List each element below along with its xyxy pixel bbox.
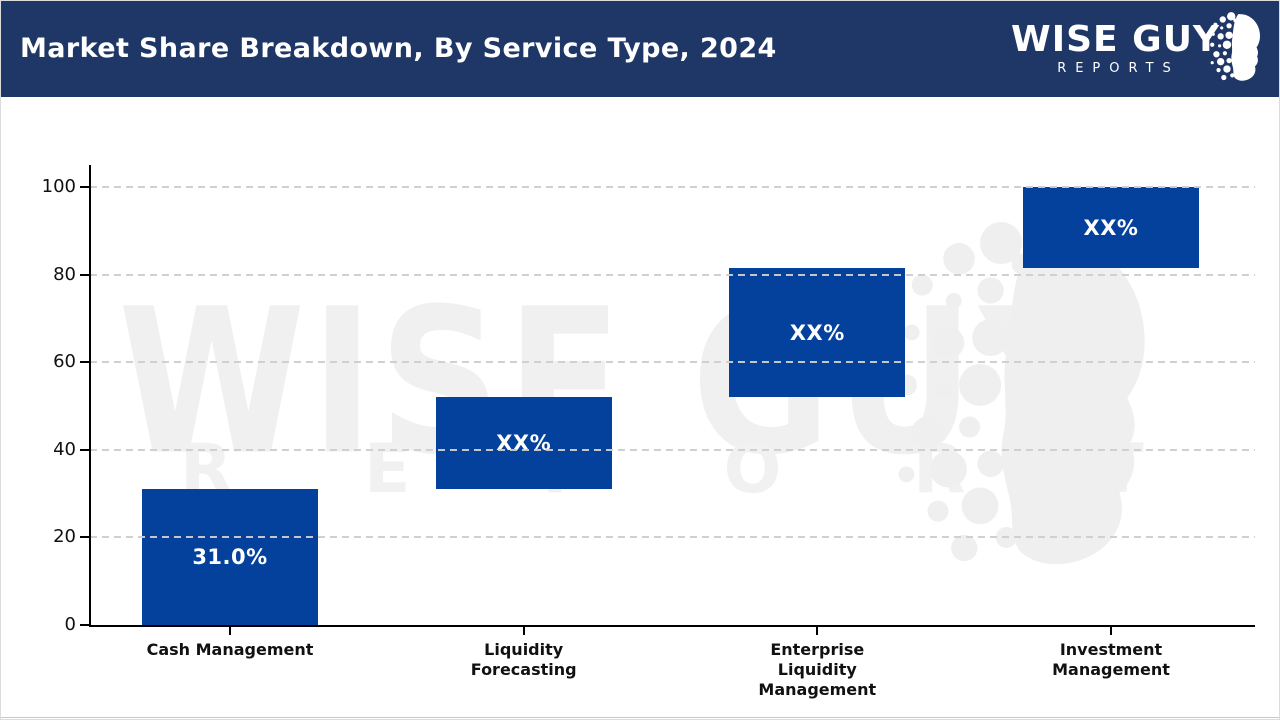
app-header: Market Share Breakdown, By Service Type,… — [0, 0, 1280, 97]
category-label: Investment Management — [981, 640, 1241, 680]
category-label-line: Cash Management — [146, 640, 314, 659]
gridline-60 — [90, 361, 1255, 364]
gridline-20 — [90, 536, 1255, 539]
gridline-100 — [90, 186, 1255, 188]
category-label-line: Enterprise — [770, 640, 865, 659]
y-tick-label: 40 — [53, 438, 76, 460]
gridline-40 — [90, 448, 1255, 451]
x-tick-mark — [522, 627, 525, 635]
y-tick-label: 100 — [41, 176, 76, 197]
x-tick-mark — [816, 627, 819, 635]
x-tick-mark — [1110, 627, 1112, 635]
waterfall-bar-4: XX% — [1023, 187, 1199, 269]
bar-value-label: 31.0% — [192, 545, 268, 570]
bar-value-label: XX% — [789, 320, 845, 345]
category-label-line: Forecasting — [470, 660, 577, 679]
y-tick-mark — [80, 624, 89, 626]
waterfall-bar-3: XX% — [729, 268, 906, 398]
waterfall-bar-1: 31.0% — [142, 489, 318, 625]
y-tick-label: 60 — [53, 351, 76, 373]
y-tick-mark — [80, 536, 89, 539]
y-tick-mark — [80, 361, 89, 364]
x-axis-line — [89, 625, 1255, 627]
y-tick-mark — [80, 448, 89, 451]
bar-value-label: XX% — [496, 431, 552, 456]
y-axis-line — [89, 165, 91, 627]
wiseguy-logo: WISE GUY REPORTS — [1011, 9, 1266, 89]
logo-subtitle: REPORTS — [1057, 60, 1180, 76]
footer-divider — [0, 717, 1280, 718]
wiseguy-logo-text: WISE GUY REPORTS — [1010, 18, 1220, 76]
y-tick-label: 20 — [53, 526, 76, 548]
page-title: Market Share Breakdown, By Service Type,… — [20, 33, 777, 64]
category-label-line: Liquidity — [777, 660, 857, 679]
x-tick-mark — [229, 627, 231, 635]
category-label-line: Liquidity — [484, 640, 564, 659]
y-tick-label: 0 — [64, 614, 76, 635]
logo-wordmark: WISE GUY — [1010, 18, 1220, 60]
waterfall-bar-2: XX% — [435, 397, 612, 490]
watermark-head-icon — [895, 222, 1145, 565]
category-label: Enterprise Liquidity Management — [687, 640, 947, 700]
category-label-line: Investment — [1059, 640, 1163, 659]
y-tick-label: 80 — [53, 263, 76, 285]
y-tick-mark — [80, 186, 89, 188]
category-label-line: Management — [1052, 660, 1170, 679]
category-label: Liquidity Forecasting — [394, 640, 654, 680]
wiseguy-head-icon — [1210, 11, 1261, 81]
y-tick-mark — [80, 273, 89, 276]
category-label-line: Management — [758, 680, 877, 699]
category-label: Cash Management — [100, 640, 360, 660]
bar-value-label: XX% — [1083, 215, 1139, 240]
gridline-80 — [90, 273, 1255, 276]
